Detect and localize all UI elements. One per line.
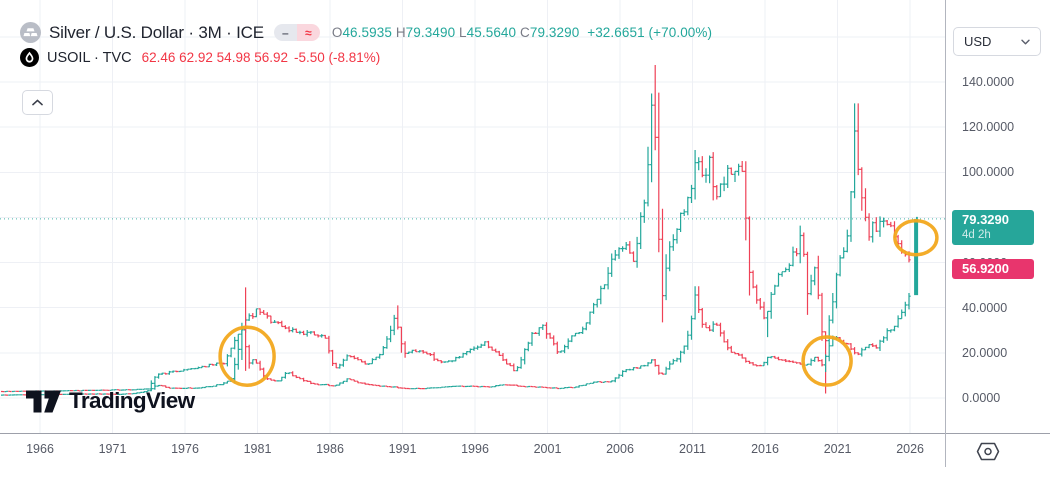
- open-value: 46.5935: [342, 25, 392, 40]
- currency-selector-button[interactable]: USD: [953, 27, 1041, 56]
- price-axis[interactable]: 0.000020.000040.000060.000080.0000100.00…: [946, 0, 1050, 433]
- change-value: +32.6651 (+70.00%): [587, 25, 713, 40]
- oil-drop-icon: [20, 48, 39, 67]
- last-price-value: 79.3290: [962, 211, 1009, 227]
- time-axis-label: 2026: [896, 442, 924, 456]
- price-axis-label: 40.0000: [962, 300, 1008, 315]
- last-price-badge: 79.3290 4d 2h: [952, 209, 1034, 245]
- time-axis-label: 1971: [98, 442, 127, 456]
- overlay-price-badge: 56.9200: [952, 259, 1034, 280]
- chevron-up-icon: [32, 99, 43, 106]
- open-label: O: [331, 25, 343, 40]
- tradingview-logo-text: TradingView: [69, 387, 195, 413]
- ohlc-values: O46.5935 H79.3490 L45.5640 C79.3290 +32.…: [332, 25, 712, 40]
- settings-icon[interactable]: [976, 441, 1000, 467]
- symbol-title[interactable]: Silver / U.S. Dollar · 3M · ICE: [49, 22, 264, 42]
- usoil-values: 62.46 62.92 54.98 56.92: [141, 50, 288, 65]
- price-axis-label: 20.0000: [962, 345, 1008, 360]
- time-axis-label: 1981: [243, 442, 272, 456]
- tradingview-logo-icon: [26, 390, 61, 413]
- time-axis-label: 2021: [823, 442, 852, 456]
- price-axis-label: 120.0000: [962, 120, 1015, 135]
- collapse-legend-button[interactable]: [22, 90, 53, 115]
- time-axis-label: 1966: [26, 442, 54, 456]
- time-axis-label: 2016: [751, 442, 779, 456]
- bar-countdown: 4d 2h: [962, 229, 991, 242]
- time-axis-label: 1991: [388, 442, 417, 456]
- chevron-down-icon: [1021, 39, 1030, 45]
- low-label: L: [459, 25, 467, 40]
- chart-plot-area[interactable]: Silver / U.S. Dollar · 3M · ICE – ≈ O46.…: [0, 0, 945, 433]
- time-axis-label: 2011: [679, 442, 706, 456]
- close-value: 79.3290: [529, 25, 580, 40]
- time-axis-label: 1996: [461, 442, 489, 456]
- usoil-change: -5.50 (-8.81%): [294, 50, 381, 65]
- low-value: 45.5640: [466, 25, 517, 40]
- close-label: C: [520, 25, 530, 40]
- time-axis[interactable]: 1966 1971 1976 1981 1986 1991 1996 2001 2006 2011…: [0, 433, 1050, 485]
- hide-toggle-button[interactable]: –: [273, 24, 297, 41]
- chart-canvas: [0, 0, 945, 433]
- high-value: 79.3490: [405, 25, 456, 40]
- silver-symbol-icon: [20, 22, 41, 43]
- usoil-title[interactable]: USOIL · TVC: [47, 49, 132, 66]
- price-axis-separator: [945, 0, 946, 467]
- tradingview-logo[interactable]: TradingView: [26, 387, 195, 414]
- overlay-price-value: 56.9200: [962, 261, 1009, 276]
- time-axis-label: 2006: [606, 442, 634, 456]
- price-axis-label: 140.0000: [962, 74, 1015, 89]
- price-axis-label: 0.0000: [962, 391, 1001, 405]
- legend-usoil-row: USOIL · TVC 62.46 62.92 54.98 56.92 -5.5…: [20, 48, 712, 67]
- currency-label: USD: [964, 34, 992, 49]
- legend: Silver / U.S. Dollar · 3M · ICE – ≈ O46.…: [20, 22, 712, 67]
- high-label: H: [395, 25, 406, 40]
- time-axis-label: 2001: [533, 442, 562, 456]
- legend-toggles: – ≈: [273, 24, 320, 41]
- approx-toggle-button[interactable]: ≈: [296, 24, 320, 41]
- time-axis-label: 1986: [316, 442, 344, 456]
- time-axis-label: 1976: [171, 442, 199, 456]
- price-axis-label: 100.0000: [962, 165, 1015, 180]
- legend-silver-row: Silver / U.S. Dollar · 3M · ICE – ≈ O46.…: [20, 22, 712, 43]
